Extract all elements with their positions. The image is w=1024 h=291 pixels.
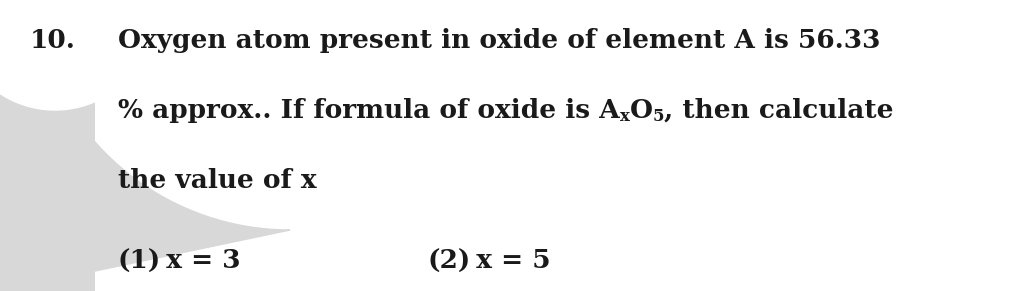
Text: % approx.. If formula of oxide is A: % approx.. If formula of oxide is A xyxy=(118,98,620,123)
Text: x: x xyxy=(620,108,630,125)
Text: x = 5: x = 5 xyxy=(458,249,551,274)
Text: O: O xyxy=(630,98,652,123)
Bar xyxy=(0,0,95,291)
Text: 10.: 10. xyxy=(30,28,76,53)
Text: , then calculate: , then calculate xyxy=(665,98,894,123)
Text: (1): (1) xyxy=(118,249,161,274)
Polygon shape xyxy=(0,0,290,291)
Text: x = 3: x = 3 xyxy=(148,249,241,274)
Text: (2): (2) xyxy=(428,249,471,274)
Polygon shape xyxy=(0,0,155,110)
Text: 5: 5 xyxy=(652,108,665,125)
Text: Oxygen atom present in oxide of element A is 56.33: Oxygen atom present in oxide of element … xyxy=(118,28,881,53)
Text: the value of x: the value of x xyxy=(118,168,316,193)
